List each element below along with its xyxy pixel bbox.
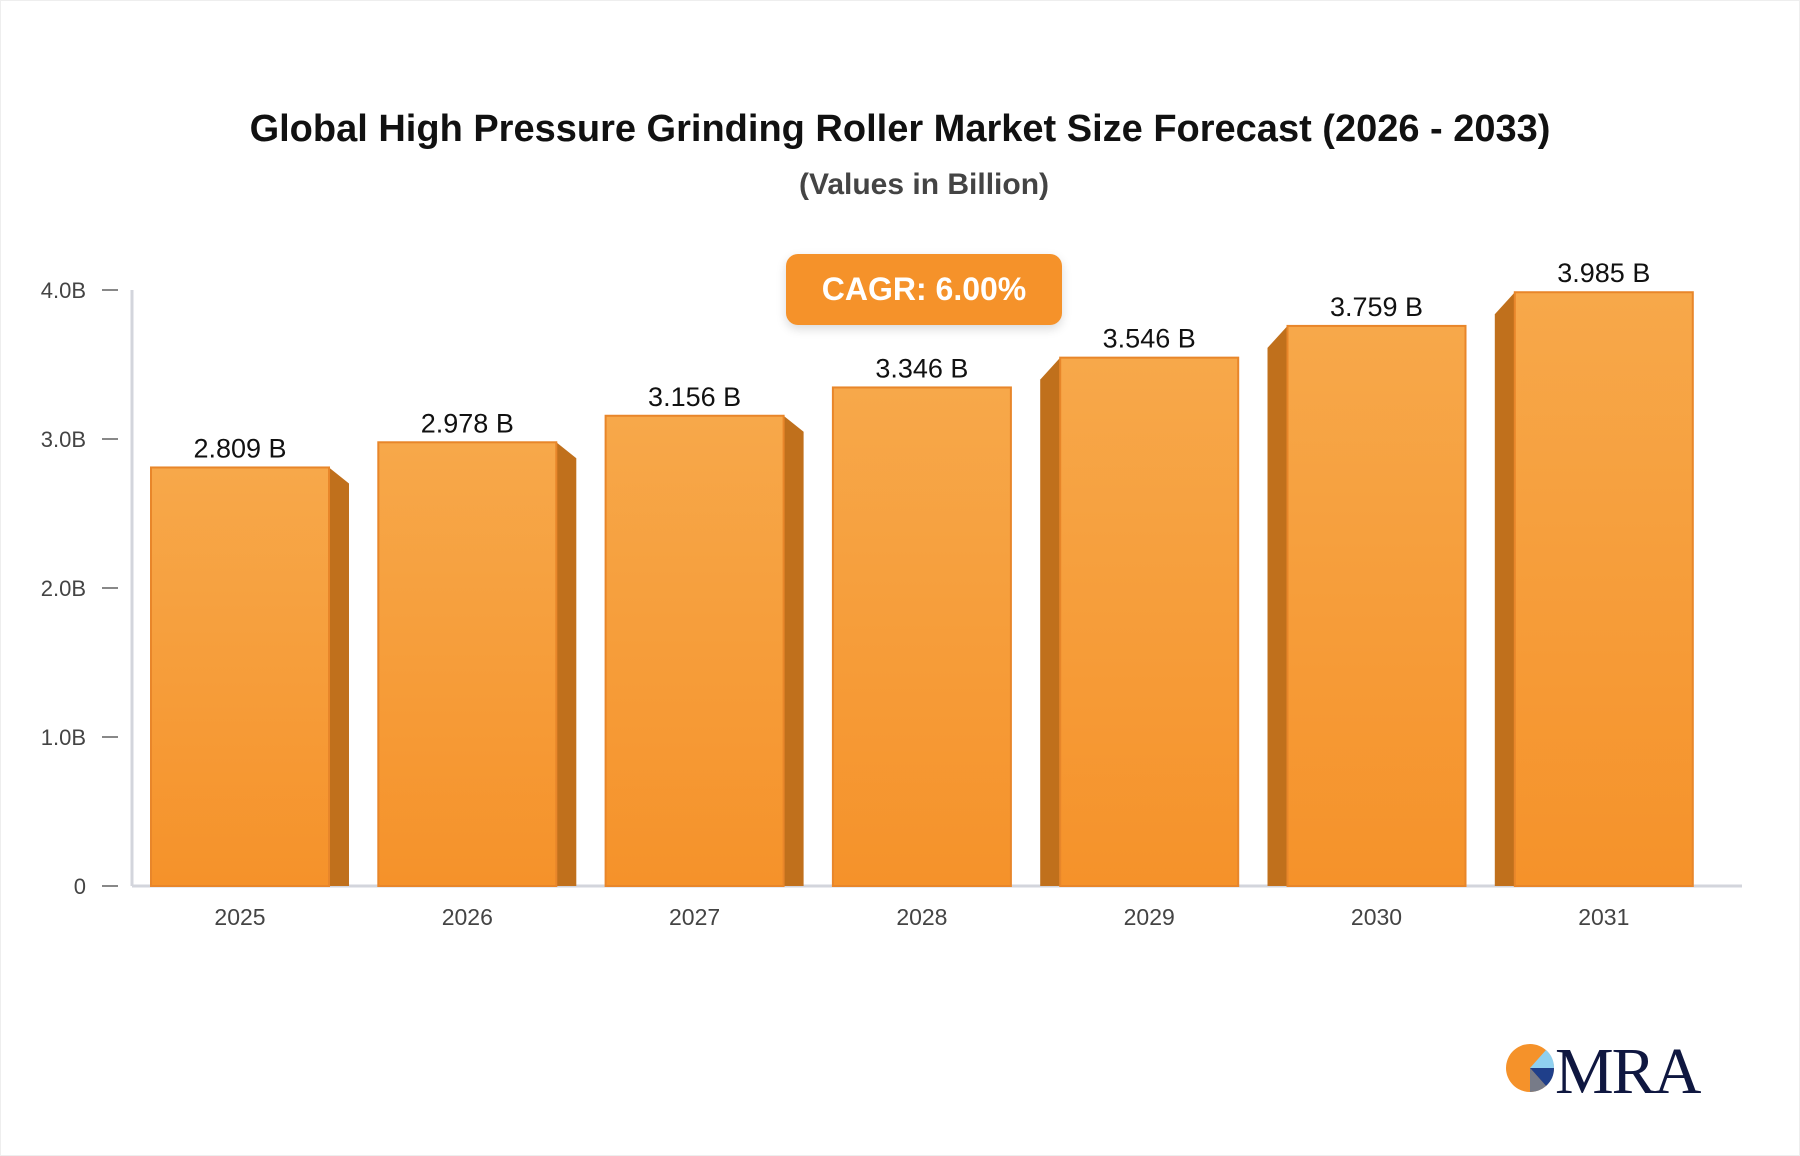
bar — [831, 386, 1012, 887]
logo-text: MRA — [1555, 1035, 1701, 1108]
pie-logo-icon — [1506, 1044, 1555, 1093]
y-tick-label: 0 — [74, 874, 86, 899]
mra-logo: MRA — [1505, 1035, 1701, 1108]
data-label: 3.546 B — [1103, 324, 1196, 354]
cagr-badge: CAGR: 6.00% — [786, 254, 1062, 325]
x-tick-label: 2029 — [1124, 904, 1175, 930]
bar — [150, 466, 330, 887]
bar-side — [1040, 357, 1061, 886]
chart-title: Global High Pressure Grinding Roller Mar… — [249, 108, 1551, 150]
bar-side — [1267, 325, 1288, 886]
x-tick-label: 2027 — [669, 904, 720, 930]
bar — [604, 414, 785, 887]
data-label: 3.346 B — [875, 353, 968, 383]
bar — [1059, 356, 1240, 887]
x-tick-label: 2031 — [1578, 904, 1629, 930]
x-tick-label: 2030 — [1351, 904, 1402, 930]
x-tick-label: 2026 — [442, 904, 493, 930]
y-tick-label: 1.0B — [41, 725, 86, 750]
bar-side — [783, 415, 804, 886]
bar-side — [1494, 292, 1515, 886]
y-tick-label: 2.0B — [41, 576, 86, 601]
data-label: 3.156 B — [648, 382, 741, 412]
data-label: 3.985 B — [1557, 258, 1650, 288]
bar — [1286, 324, 1467, 887]
x-tick-label: 2028 — [896, 904, 947, 930]
bar-side — [329, 467, 349, 886]
data-label: 2.978 B — [421, 408, 514, 438]
data-label: 2.809 B — [193, 433, 286, 463]
y-tick-label: 3.0B — [41, 427, 86, 452]
x-tick-label: 2025 — [214, 904, 265, 930]
bar — [1513, 291, 1694, 887]
data-label: 3.759 B — [1330, 292, 1423, 322]
chart-subtitle: (Values in Billion) — [798, 168, 1050, 201]
bar — [377, 441, 558, 887]
y-tick-label: 4.0B — [41, 278, 86, 303]
bar-side — [556, 442, 577, 886]
